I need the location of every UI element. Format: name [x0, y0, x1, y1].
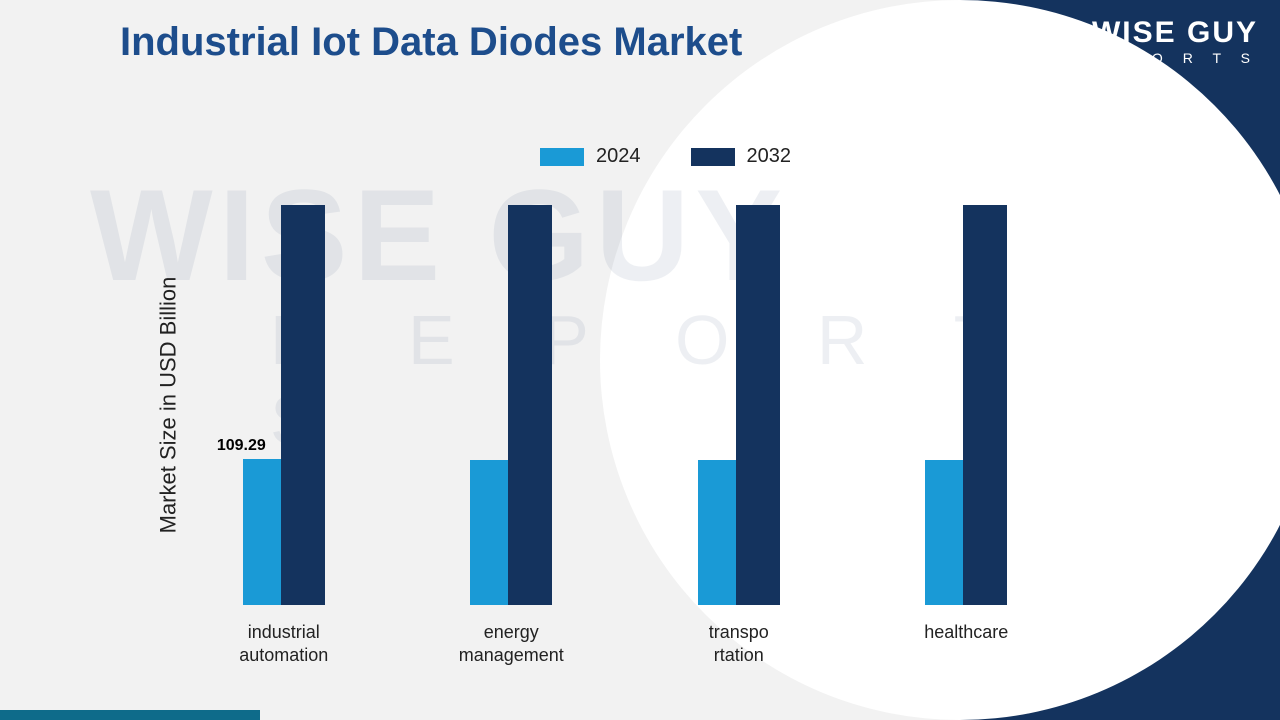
x-label-industrial_automation: industrial automation — [170, 621, 398, 666]
bar-value-label-2024-industrial_automation: 109.29 — [217, 437, 266, 455]
bar-2032-industrial_automation — [281, 205, 325, 605]
legend-item-2032: 2032 — [691, 145, 792, 168]
brand-main-text: WISE GUY — [1064, 18, 1258, 48]
x-axis-labels: industrial automationenergy managementtr… — [170, 621, 1080, 666]
bar-group-transportation — [625, 205, 853, 605]
bar-groups: 109.29 — [170, 205, 1080, 605]
legend-label-2024: 2024 — [596, 145, 641, 168]
legend-swatch-2024 — [540, 148, 584, 166]
plot-area: 109.29 — [130, 205, 1080, 605]
legend-label-2032: 2032 — [747, 145, 792, 168]
x-label-healthcare: healthcare — [853, 621, 1081, 666]
bottom-accent-strip — [0, 710, 260, 720]
bar-2032-transportation — [736, 205, 780, 605]
bar-2032-energy_management — [508, 205, 552, 605]
brand-sub-text: R E P O R T S — [1064, 50, 1258, 66]
x-label-transportation: transpo rtation — [625, 621, 853, 666]
legend: 2024 2032 — [540, 145, 791, 168]
x-label-energy_management: energy management — [398, 621, 626, 666]
bar-group-healthcare — [853, 205, 1081, 605]
bar-2032-healthcare — [963, 205, 1007, 605]
legend-item-2024: 2024 — [540, 145, 641, 168]
brand-logo: WISE GUY R E P O R T S — [1064, 18, 1258, 66]
chart-title: Industrial Iot Data Diodes Market — [120, 20, 742, 65]
bar-group-energy_management — [398, 205, 626, 605]
legend-swatch-2032 — [691, 148, 735, 166]
bar-group-industrial_automation: 109.29 — [170, 205, 398, 605]
chart-root: WISE GUY R E P O R T S Industrial Iot Da… — [0, 0, 1280, 720]
